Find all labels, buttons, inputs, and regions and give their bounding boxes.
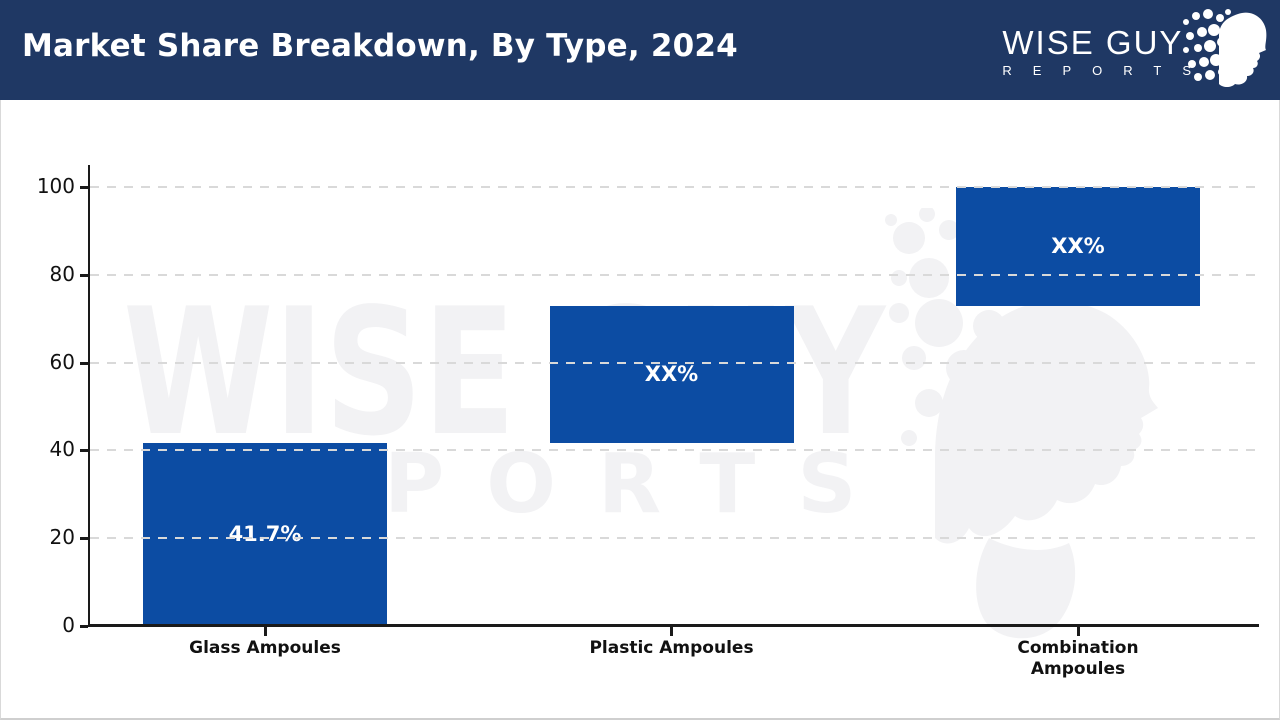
y-axis-line xyxy=(88,165,90,626)
bar: XX% xyxy=(956,186,1200,306)
bar: 41.7% xyxy=(143,442,387,626)
gridline xyxy=(90,537,1259,540)
chart-canvas: WISE GUY REPORTS 41.7% XX% XX% 0 xyxy=(0,100,1280,720)
logo-face-icon xyxy=(1183,9,1267,87)
gridline xyxy=(90,273,1259,276)
logo-text: WISE GUY REPORTS xyxy=(1002,25,1212,79)
gridline xyxy=(90,361,1259,364)
x-category-label: Plastic Ampoules xyxy=(589,638,754,658)
gridline xyxy=(90,449,1259,452)
y-tick-label: 0 xyxy=(62,613,75,637)
y-tick-mark xyxy=(80,449,88,453)
y-tick-mark xyxy=(80,537,88,541)
logo-wordmark: WISE GUY xyxy=(1002,24,1184,61)
x-tick-mark xyxy=(670,627,673,636)
logo-subtext: REPORTS xyxy=(1002,63,1212,78)
header-banner: Market Share Breakdown, By Type, 2024 WI… xyxy=(0,0,1280,100)
x-category-label: Glass Ampoules xyxy=(189,638,341,658)
y-tick-mark xyxy=(80,185,88,189)
x-category-label: Combination Ampoules xyxy=(1017,638,1139,679)
gridline xyxy=(90,185,1259,188)
y-tick-label: 80 xyxy=(49,261,75,286)
wise-guy-reports-logo: WISE GUY REPORTS xyxy=(1002,6,1270,92)
bar-value-label: XX% xyxy=(644,362,699,387)
x-tick-mark xyxy=(263,627,267,636)
plot-area: 41.7% XX% XX% xyxy=(90,165,1259,626)
y-tick-mark xyxy=(80,361,88,365)
y-tick-mark xyxy=(80,273,88,277)
bar: XX% xyxy=(549,305,794,443)
y-tick-label: 40 xyxy=(49,437,75,462)
y-tick-label: 100 xyxy=(36,173,75,198)
x-axis-line xyxy=(88,624,1259,627)
chart-title: Market Share Breakdown, By Type, 2024 xyxy=(22,28,738,64)
x-tick-mark xyxy=(1076,627,1080,636)
bar-value-label: 41.7% xyxy=(228,522,302,547)
y-tick-label: 20 xyxy=(49,525,75,550)
y-tick-mark xyxy=(80,625,88,628)
y-tick-label: 60 xyxy=(49,349,75,374)
bar-value-label: XX% xyxy=(1051,234,1105,259)
